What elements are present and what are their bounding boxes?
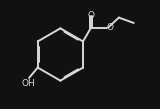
Text: OH: OH: [22, 78, 35, 88]
Text: O: O: [87, 11, 94, 20]
Text: O: O: [107, 23, 114, 32]
